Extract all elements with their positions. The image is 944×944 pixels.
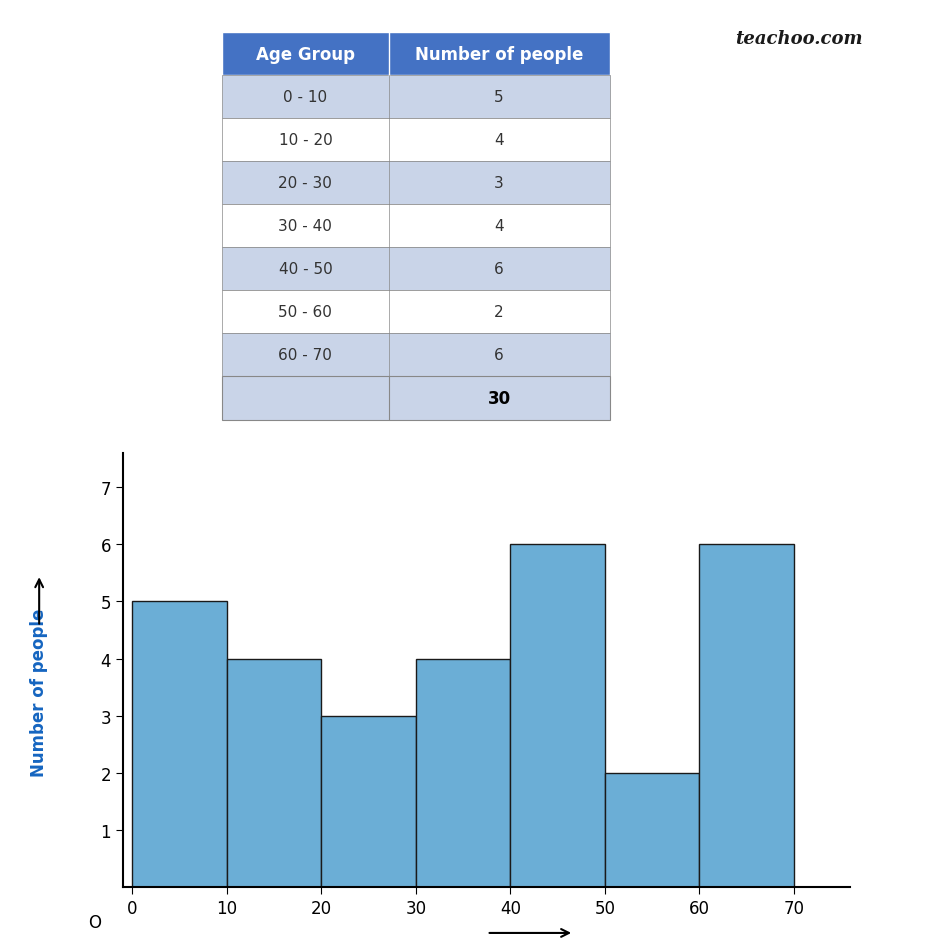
Text: Age Group: Age Group [256,45,355,63]
Bar [222,248,609,291]
Text: 5: 5 [494,90,503,105]
Text: Number of people: Number of people [414,45,582,63]
Bar [222,205,609,248]
Text: 6: 6 [494,262,503,277]
Bar [222,76,609,119]
Bar [415,659,510,887]
Text: 4: 4 [494,219,503,234]
Text: Number of people: Number of people [30,608,48,776]
Text: 40 - 50: 40 - 50 [278,262,332,277]
Text: 0 - 10: 0 - 10 [283,90,327,105]
Text: 6: 6 [494,348,503,363]
Bar [222,291,609,334]
Bar [227,659,321,887]
Text: 4: 4 [494,133,503,148]
Bar [222,334,609,377]
Text: 2: 2 [494,305,503,320]
Bar [222,162,609,205]
Bar [699,545,793,887]
Text: O: O [88,914,101,932]
Bar [321,716,415,887]
Bar [510,545,604,887]
Bar [222,33,609,76]
Text: 10 - 20: 10 - 20 [278,133,332,148]
Bar [132,601,227,887]
Text: 50 - 60: 50 - 60 [278,305,332,320]
Bar [222,119,609,162]
Bar [222,377,609,420]
Text: 30 - 40: 30 - 40 [278,219,332,234]
Bar [604,773,699,887]
Text: 3: 3 [494,177,503,191]
Text: 20 - 30: 20 - 30 [278,177,332,191]
Text: 60 - 70: 60 - 70 [278,348,332,363]
Text: 30: 30 [487,390,510,408]
Text: teachoo.com: teachoo.com [734,30,861,48]
